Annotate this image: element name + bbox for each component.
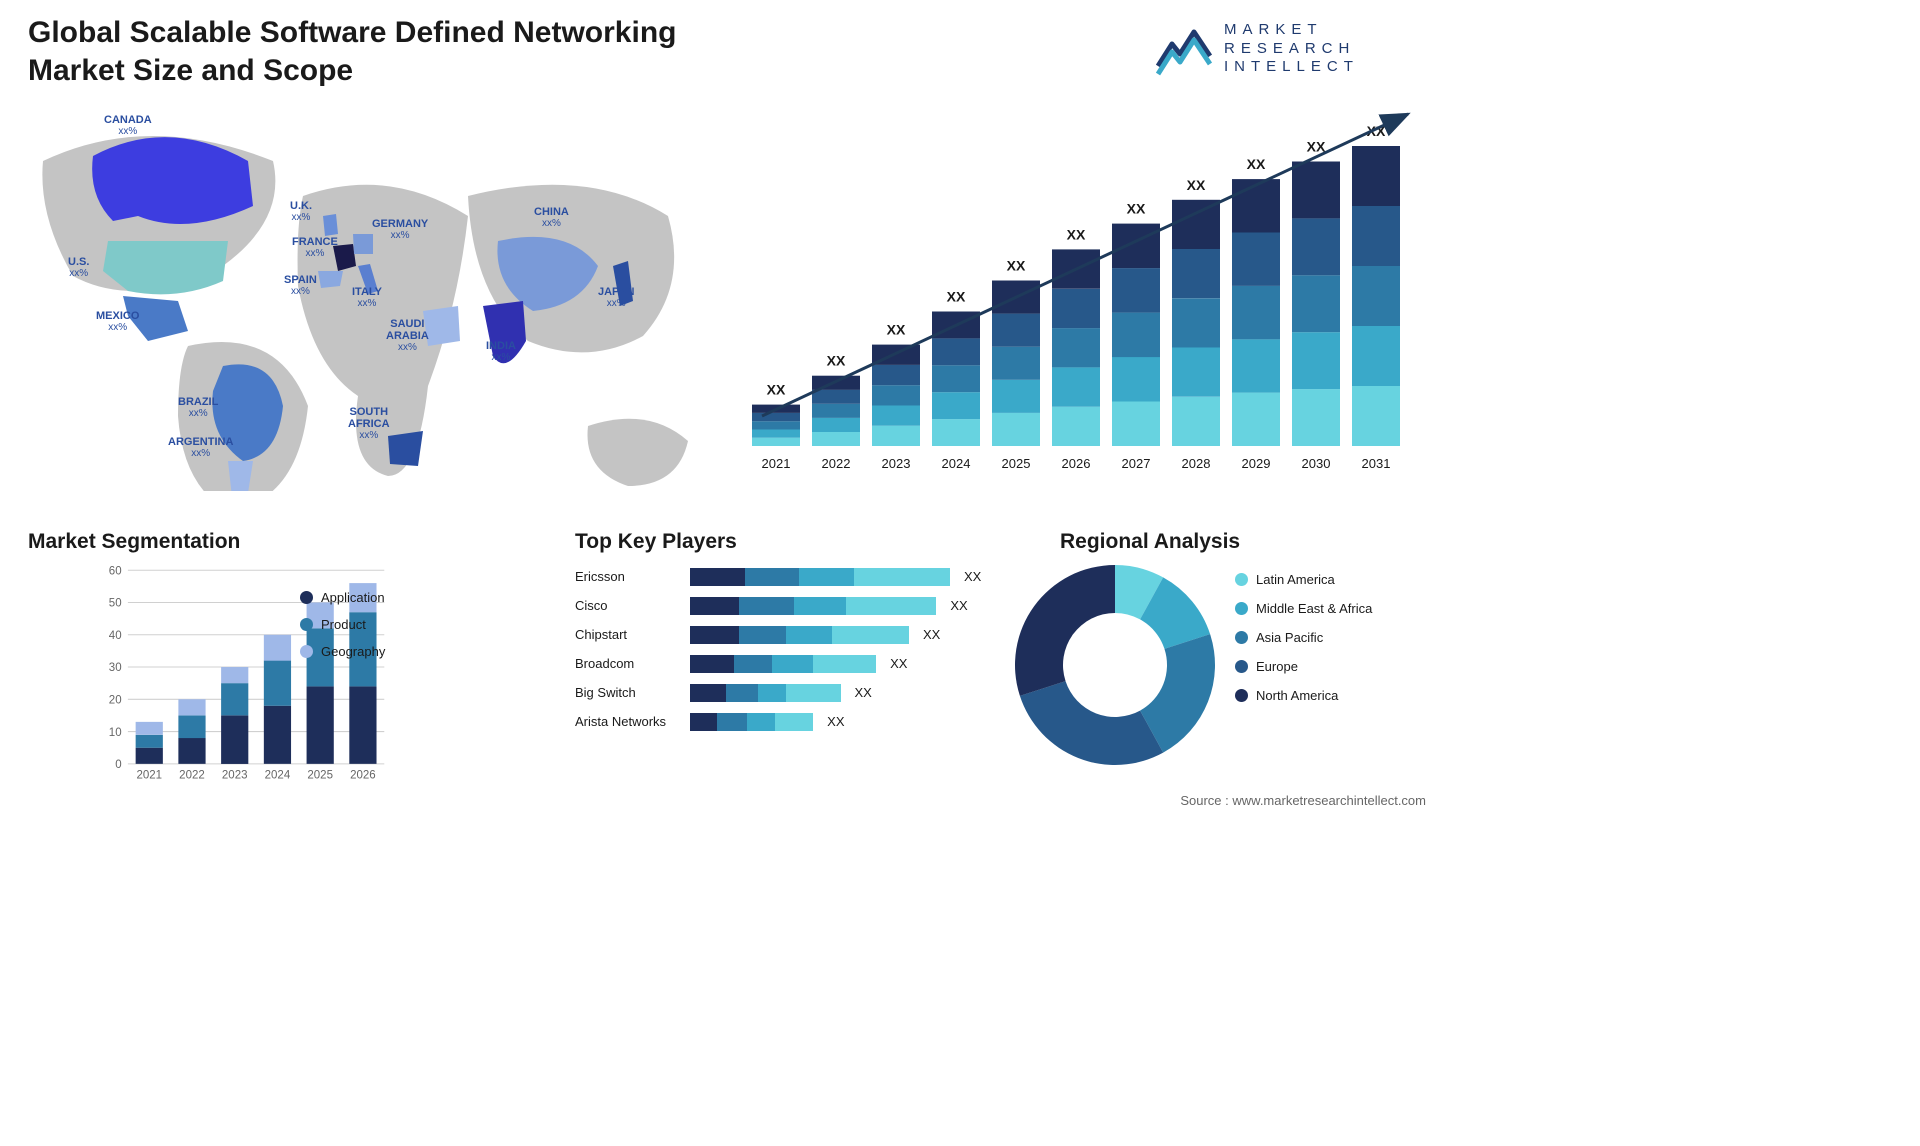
svg-text:2022: 2022 <box>822 456 851 471</box>
map-label-argentina: ARGENTINAxx% <box>168 436 233 459</box>
kp-row-arista-networks: Arista Networks XX <box>575 707 1005 736</box>
map-label-france: FRANCExx% <box>292 236 338 259</box>
svg-text:XX: XX <box>1067 226 1086 242</box>
svg-text:2021: 2021 <box>136 769 162 781</box>
kp-value: XX <box>923 627 940 642</box>
kp-row-big-switch: Big Switch XX <box>575 678 1005 707</box>
reg-legend-middle-east-africa: Middle East & Africa <box>1235 601 1372 616</box>
svg-text:2027: 2027 <box>1122 456 1151 471</box>
svg-text:2024: 2024 <box>265 769 291 781</box>
svg-text:50: 50 <box>109 598 122 610</box>
world-map-panel: CANADAxx% U.S.xx% MEXICOxx% BRAZILxx% ARGENT… <box>28 106 718 491</box>
map-label-germany: GERMANYxx% <box>372 218 428 241</box>
svg-text:XX: XX <box>1007 257 1026 273</box>
donut-slice-north-america <box>1015 565 1115 696</box>
svg-text:10: 10 <box>109 727 122 739</box>
map-label-u.k.: U.K.xx% <box>290 200 312 223</box>
segmentation-chart: 0 10 20 30 40 50 60 2021 2022 2023 2024 2025 2026 <box>28 565 458 790</box>
regional-legend: Latin America Middle East & Africa Asia Pa… <box>1235 572 1372 717</box>
kp-value: XX <box>855 685 872 700</box>
svg-text:30: 30 <box>109 662 122 674</box>
svg-text:2028: 2028 <box>1182 456 1211 471</box>
svg-text:XX: XX <box>1187 177 1206 193</box>
map-label-brazil: BRAZILxx% <box>178 396 218 419</box>
svg-text:20: 20 <box>109 694 122 706</box>
svg-text:2031: 2031 <box>1362 456 1391 471</box>
svg-text:40: 40 <box>109 630 122 642</box>
svg-text:2026: 2026 <box>1062 456 1091 471</box>
kp-row-broadcom: Broadcom XX <box>575 649 1005 678</box>
svg-text:2023: 2023 <box>222 769 248 781</box>
kp-value: XX <box>950 598 967 613</box>
reg-legend-north-america: North America <box>1235 688 1372 703</box>
svg-text:60: 60 <box>109 565 122 577</box>
svg-text:2025: 2025 <box>307 769 333 781</box>
svg-text:XX: XX <box>1127 201 1146 217</box>
kp-name: Broadcom <box>575 656 690 671</box>
key-players-heading: Top Key Players <box>575 530 737 554</box>
svg-text:0: 0 <box>115 759 121 771</box>
map-label-south-africa: SOUTHAFRICAxx% <box>348 406 390 441</box>
map-label-mexico: MEXICOxx% <box>96 310 139 333</box>
brand-logo: MARKET RESEARCH INTELLECT <box>1156 14 1426 84</box>
kp-value: XX <box>890 656 907 671</box>
svg-text:XX: XX <box>827 353 846 369</box>
svg-text:2025: 2025 <box>1002 456 1031 471</box>
country-uk <box>323 214 338 236</box>
seg-legend-application: Application <box>300 590 385 605</box>
kp-name: Big Switch <box>575 685 690 700</box>
svg-text:2026: 2026 <box>350 769 376 781</box>
kp-name: Arista Networks <box>575 714 690 729</box>
segmentation-legend: Application Product Geography <box>300 590 385 671</box>
svg-text:XX: XX <box>887 322 906 338</box>
growth-chart: XX 2021 XX 2022 XX 2023 XX 2024 XX 2025 XX 2026 XX 20… <box>738 106 1428 486</box>
svg-text:XX: XX <box>947 289 966 305</box>
svg-text:2029: 2029 <box>1242 456 1271 471</box>
kp-value: XX <box>964 569 981 584</box>
kp-value: XX <box>827 714 844 729</box>
map-label-japan: JAPANxx% <box>598 286 634 309</box>
logo-text: MARKET RESEARCH INTELLECT <box>1224 21 1359 77</box>
svg-text:2022: 2022 <box>179 769 205 781</box>
country-germany <box>353 234 373 254</box>
svg-text:XX: XX <box>1247 156 1266 172</box>
regional-heading: Regional Analysis <box>1060 530 1240 554</box>
reg-legend-asia-pacific: Asia Pacific <box>1235 630 1372 645</box>
regional-donut <box>1010 560 1440 790</box>
reg-legend-latin-america: Latin America <box>1235 572 1372 587</box>
svg-text:XX: XX <box>767 382 786 398</box>
logo-mark-icon <box>1156 22 1212 76</box>
map-label-spain: SPAINxx% <box>284 274 317 297</box>
segmentation-heading: Market Segmentation <box>28 530 240 554</box>
kp-name: Cisco <box>575 598 690 613</box>
source-text: Source : www.marketresearchintellect.com <box>1180 793 1426 808</box>
svg-text:2030: 2030 <box>1302 456 1331 471</box>
kp-row-ericsson: Ericsson XX <box>575 562 1005 591</box>
seg-legend-product: Product <box>300 617 385 632</box>
map-label-china: CHINAxx% <box>534 206 569 229</box>
country-spain <box>318 271 343 288</box>
map-label-india: INDIAxx% <box>486 340 516 363</box>
country-safrica <box>388 431 423 466</box>
reg-legend-europe: Europe <box>1235 659 1372 674</box>
kp-name: Ericsson <box>575 569 690 584</box>
svg-text:2024: 2024 <box>942 456 971 471</box>
kp-row-cisco: Cisco XX <box>575 591 1005 620</box>
map-label-canada: CANADAxx% <box>104 114 152 137</box>
map-label-saudi-arabia: SAUDIARABIAxx% <box>386 318 429 353</box>
key-players-chart: EricssonXXCiscoXXChipstartXXBroadcomXXBi… <box>575 562 1005 792</box>
seg-legend-geography: Geography <box>300 644 385 659</box>
kp-name: Chipstart <box>575 627 690 642</box>
map-label-u.s.: U.S.xx% <box>68 256 89 279</box>
svg-text:2023: 2023 <box>882 456 911 471</box>
map-label-italy: ITALYxx% <box>352 286 382 309</box>
page-title: Global Scalable Software Defined Network… <box>28 14 748 89</box>
kp-row-chipstart: Chipstart XX <box>575 620 1005 649</box>
svg-text:2021: 2021 <box>762 456 791 471</box>
donut-slice-europe <box>1020 681 1163 765</box>
